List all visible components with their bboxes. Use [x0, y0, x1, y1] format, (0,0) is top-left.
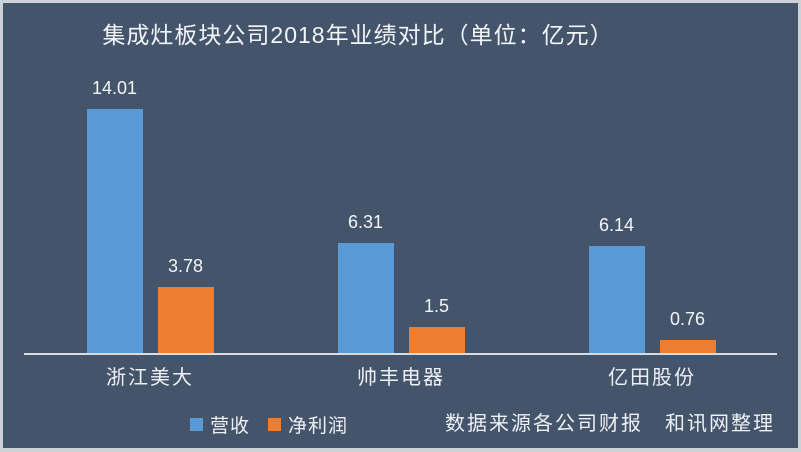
legend-swatch: [190, 418, 203, 431]
x-axis-line: [24, 353, 777, 355]
bar: [86, 109, 143, 353]
chart-title: 集成灶板块公司2018年业绩对比（单位：亿元）: [102, 22, 614, 48]
chart-canvas: 集成灶板块公司2018年业绩对比（单位：亿元） 14.01 3.78 浙江美大 6.3…: [3, 3, 798, 448]
bar: [659, 340, 716, 353]
source-text: 数据来源各公司财报: [445, 413, 643, 435]
category-label: 帅丰电器: [357, 367, 445, 389]
bar-value-label: 14.01: [91, 78, 138, 98]
bar-value-label: 1.5: [423, 296, 450, 316]
bar-value-label: 3.78: [167, 256, 204, 276]
credit-text: 和讯网整理: [665, 413, 775, 435]
legend: 营收 净利润: [190, 411, 348, 438]
legend-item: 净利润: [268, 411, 348, 438]
bar-value-label: 0.76: [669, 309, 706, 329]
category-label: 浙江美大: [106, 367, 194, 389]
legend-item: 营收: [190, 411, 250, 438]
legend-swatch: [268, 418, 282, 431]
category-label: 亿田股份: [608, 367, 696, 389]
legend-label: 营收: [210, 416, 251, 437]
bar: [408, 327, 465, 353]
bar: [588, 246, 645, 353]
source-note: 数据来源各公司财报 和讯网整理: [445, 407, 775, 436]
bar: [337, 243, 394, 353]
legend-label: 净利润: [288, 416, 349, 437]
bar-value-label: 6.14: [598, 215, 635, 235]
bar-value-label: 6.31: [347, 212, 384, 232]
bar: [157, 287, 214, 353]
